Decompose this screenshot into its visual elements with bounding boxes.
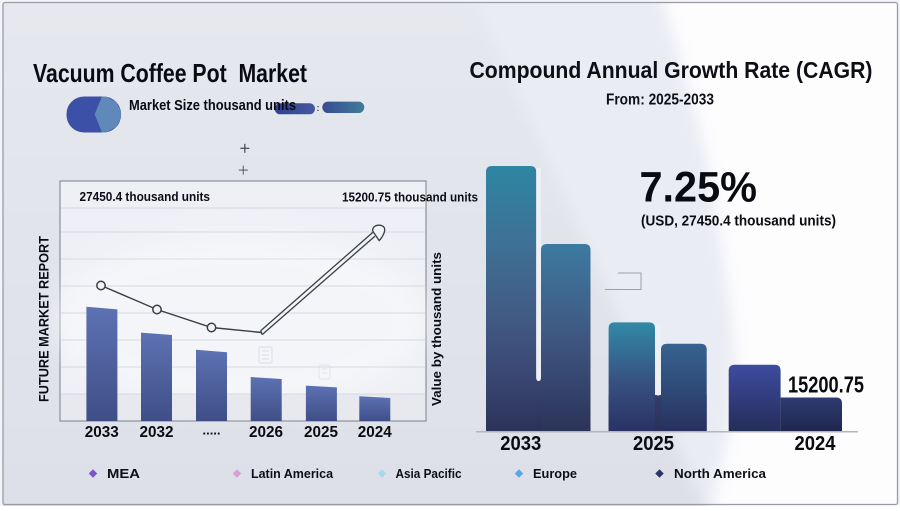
svg-text:2024: 2024 — [795, 433, 837, 455]
svg-text:MEA: MEA — [107, 467, 140, 481]
svg-text:7.25%: 7.25% — [640, 165, 758, 212]
svg-text:2024: 2024 — [358, 424, 392, 441]
svg-text:Value by thousand units: Value by thousand units — [430, 252, 444, 406]
svg-text:2025: 2025 — [304, 424, 338, 441]
svg-text:Latin America: Latin America — [251, 467, 334, 481]
svg-text:Vacuum Coffee Pot Market: Vacuum Coffee Pot Market — [33, 58, 307, 88]
svg-text:North America: North America — [674, 467, 767, 481]
svg-text:Europe: Europe — [533, 467, 577, 481]
svg-text:15200.75 thousand units: 15200.75 thousand units — [342, 190, 478, 205]
svg-text:Asia Pacific: Asia Pacific — [396, 467, 462, 481]
svg-text:.....: ..... — [202, 423, 220, 438]
svg-text:2025: 2025 — [633, 433, 674, 455]
svg-text::: : — [317, 103, 320, 113]
svg-text:2032: 2032 — [140, 424, 174, 441]
svg-text:2033: 2033 — [500, 433, 541, 455]
svg-text:Market Size thousand units: Market Size thousand units — [129, 97, 296, 114]
svg-text:15200.75: 15200.75 — [788, 372, 864, 398]
svg-text:Compound Annual Growth Rate (C: Compound Annual Growth Rate (CAGR) — [470, 57, 873, 83]
svg-text:From: 2025-2033: From: 2025-2033 — [606, 92, 714, 109]
svg-text:(USD, 27450.4 thousand units): (USD, 27450.4 thousand units) — [641, 213, 836, 230]
svg-text:2033: 2033 — [85, 424, 119, 441]
svg-text:27450.4 thousand units: 27450.4 thousand units — [80, 189, 211, 204]
svg-text:2026: 2026 — [249, 424, 283, 441]
svg-text:FUTURE MARKET REPORT: FUTURE MARKET REPORT — [37, 235, 52, 402]
